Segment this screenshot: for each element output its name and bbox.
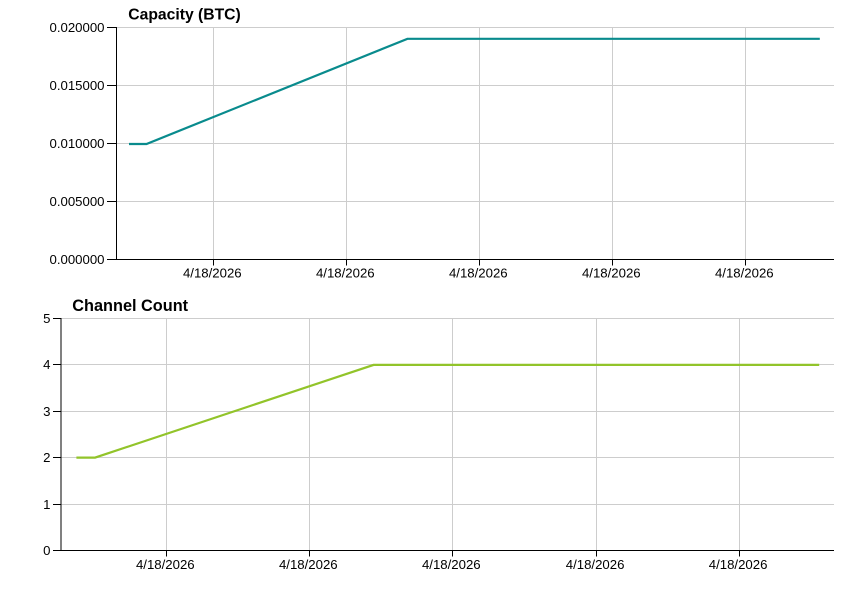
svg-text:0.005000: 0.005000 <box>49 194 104 209</box>
svg-text:4/18/2026: 4/18/2026 <box>136 557 195 572</box>
svg-text:5: 5 <box>43 311 50 326</box>
svg-text:2: 2 <box>43 450 50 465</box>
svg-text:3: 3 <box>43 404 50 419</box>
svg-text:4: 4 <box>43 357 50 372</box>
svg-text:Capacity (BTC): Capacity (BTC) <box>128 7 240 24</box>
svg-text:4/18/2026: 4/18/2026 <box>566 557 625 572</box>
svg-text:1: 1 <box>43 497 50 512</box>
svg-text:Channel Count: Channel Count <box>72 297 188 315</box>
svg-text:4/18/2026: 4/18/2026 <box>582 266 641 281</box>
svg-text:4/18/2026: 4/18/2026 <box>715 266 774 281</box>
svg-text:4/18/2026: 4/18/2026 <box>316 266 375 281</box>
svg-text:0: 0 <box>43 543 50 558</box>
svg-text:4/18/2026: 4/18/2026 <box>183 266 242 281</box>
svg-text:0.015000: 0.015000 <box>49 78 104 93</box>
svg-text:4/18/2026: 4/18/2026 <box>279 557 338 572</box>
svg-text:4/18/2026: 4/18/2026 <box>422 557 481 572</box>
svg-text:0.010000: 0.010000 <box>49 136 104 151</box>
svg-text:0.020000: 0.020000 <box>49 20 104 35</box>
svg-text:4/18/2026: 4/18/2026 <box>709 557 768 572</box>
svg-text:0.000000: 0.000000 <box>49 252 104 267</box>
svg-text:4/18/2026: 4/18/2026 <box>449 266 508 281</box>
